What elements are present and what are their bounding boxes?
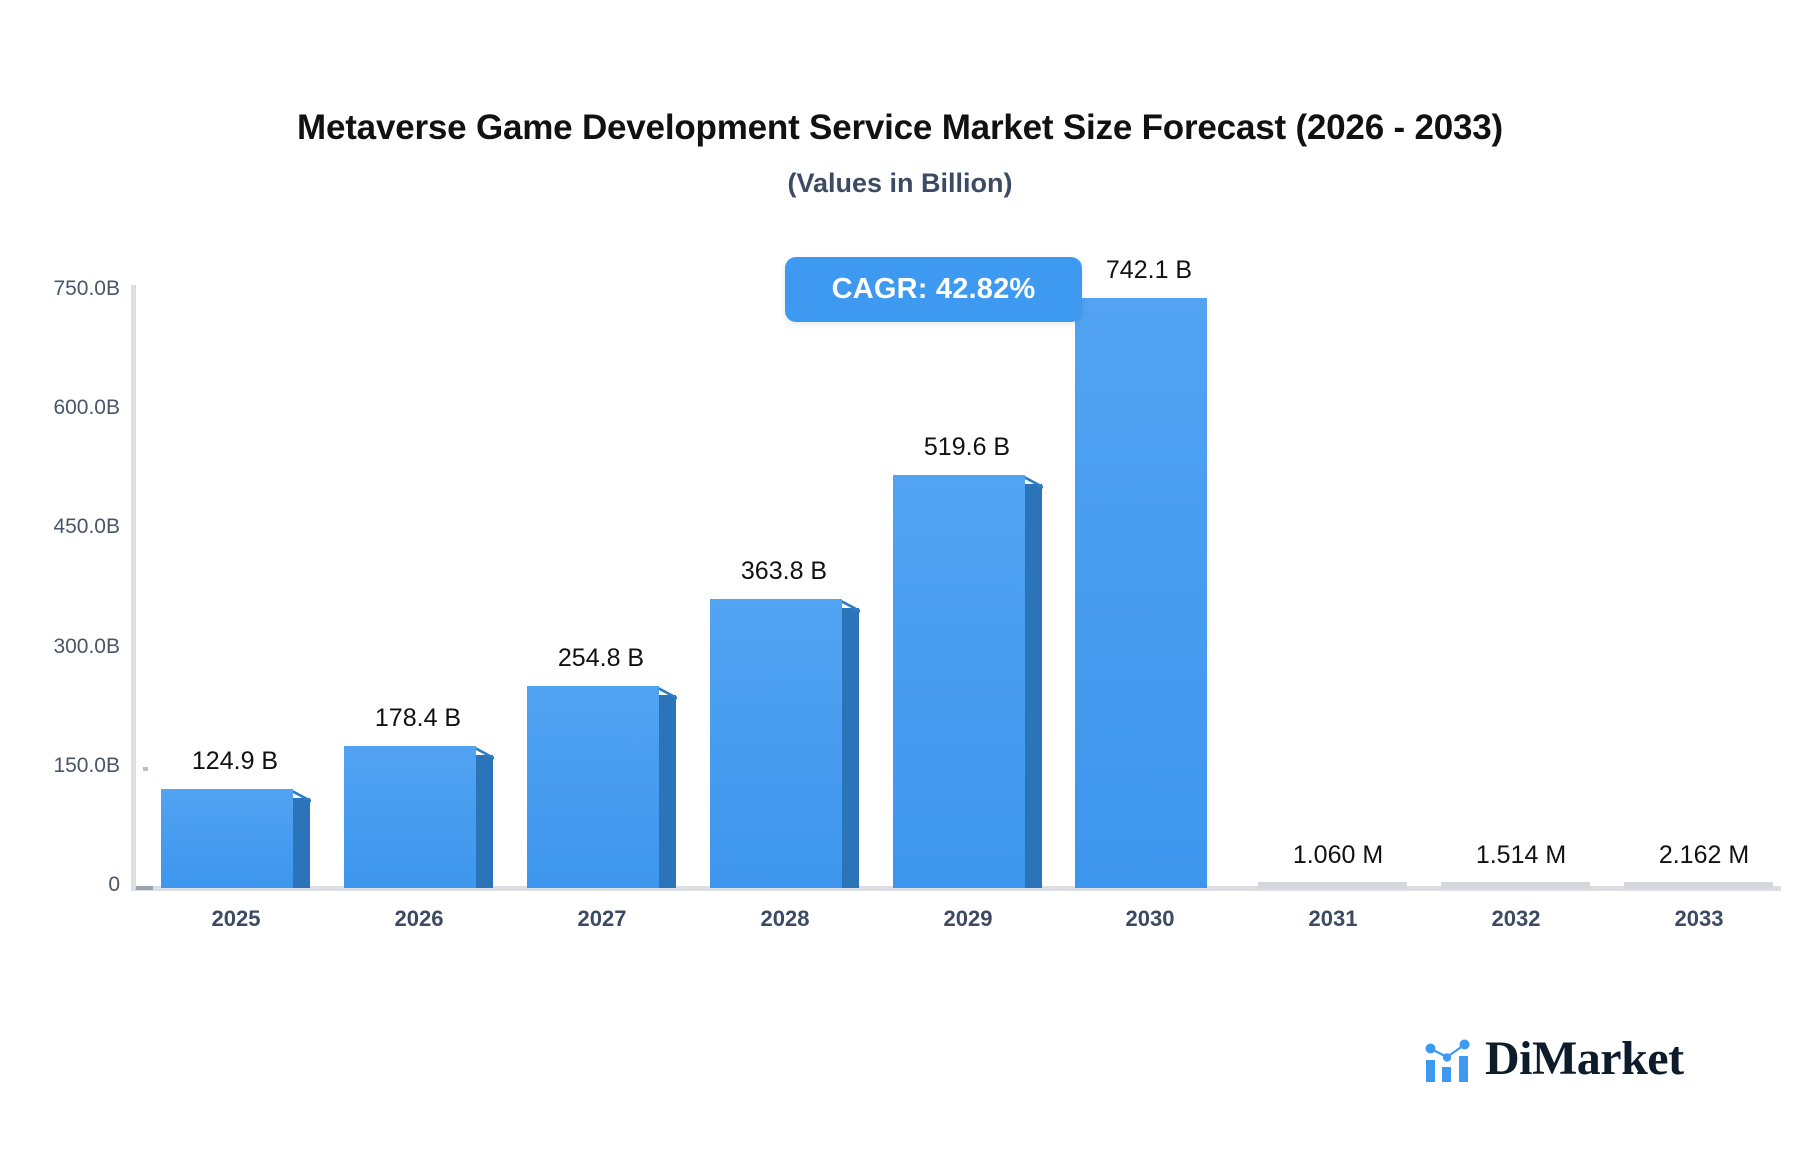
x-axis-label-2029: 2029	[943, 906, 993, 931]
bar-value-label: 363.8 B	[740, 557, 828, 585]
bar-chart-logo-icon	[1424, 1036, 1472, 1083]
x-axis-label-2033: 2033	[1674, 906, 1724, 931]
bar-value-label: 2.162 M	[1658, 841, 1750, 869]
x-axis-label-2026: 2026	[394, 906, 444, 931]
y-axis-tick-mark	[143, 766, 148, 771]
bar-2027[interactable]	[527, 686, 659, 888]
y-axis-tick-label: 0	[108, 873, 120, 896]
x-axis-label-2032: 2032	[1491, 906, 1541, 931]
cagr-badge[interactable]: CAGR: 42.82%	[785, 257, 1082, 322]
x-axis-label-2030: 2030	[1125, 906, 1175, 931]
x-axis-label-2028: 2028	[760, 906, 810, 931]
x-axis-line	[131, 886, 1781, 891]
bar-value-label: 178.4 B	[374, 704, 462, 732]
cagr-badge-label: CAGR: 42.82%	[831, 273, 1036, 305]
bar-2028[interactable]	[710, 599, 842, 888]
bar-value-label: 254.8 B	[557, 644, 645, 672]
x-axis-label-2027: 2027	[577, 906, 627, 931]
bar-side-face	[1025, 484, 1042, 888]
brand-name: DiMarket	[1485, 1032, 1684, 1085]
bar-side-face	[842, 608, 859, 888]
chart-title: Metaverse Game Development Service Marke…	[297, 108, 1503, 147]
bar-value-label: 1.060 M	[1292, 841, 1384, 869]
bar-value-label: 124.9 B	[191, 747, 279, 775]
bar-2031[interactable]	[1258, 882, 1407, 889]
bar-2029[interactable]	[893, 475, 1025, 888]
y-axis-tick-label: 150.0B	[53, 753, 120, 777]
bar-side-face	[659, 695, 676, 888]
bar-2025[interactable]	[161, 789, 293, 888]
bar-2032[interactable]	[1441, 882, 1590, 889]
brand-logo: DiMarket	[1424, 1035, 1684, 1083]
bar-value-label: 1.514 M	[1475, 841, 1567, 869]
bar-side-face	[293, 798, 310, 888]
bar-2026[interactable]	[344, 746, 476, 888]
x-axis-label-2031: 2031	[1308, 906, 1358, 931]
y-axis-tick-label: 300.0B	[53, 634, 120, 658]
x-axis-label-2025: 2025	[211, 906, 261, 931]
y-axis-tick-label: 750.0B	[53, 277, 120, 300]
y-axis-tick-mark	[136, 886, 153, 890]
bar-value-label: 519.6 B	[923, 433, 1011, 461]
y-axis-tick-label: 450.0B	[53, 515, 120, 539]
chart-subtitle: (Values in Billion)	[787, 168, 1013, 198]
bar-2033[interactable]	[1624, 882, 1773, 889]
bar-side-face	[476, 755, 493, 888]
y-axis-line	[131, 285, 136, 889]
bar-value-label: 742.1 B	[1105, 256, 1193, 284]
y-axis-tick-label: 600.0B	[53, 396, 120, 420]
bar-2030[interactable]	[1075, 298, 1207, 888]
